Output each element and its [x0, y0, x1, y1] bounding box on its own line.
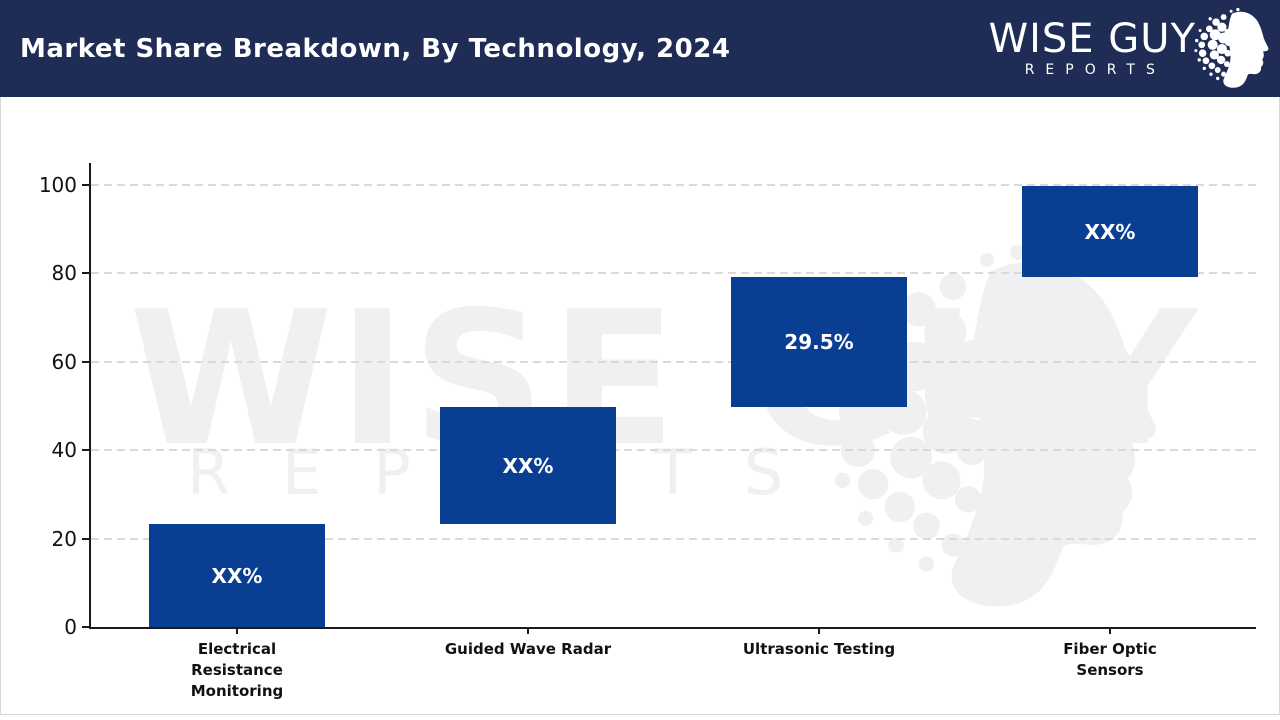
header: Market Share Breakdown, By Technology, 2… [0, 0, 1280, 97]
chart-area: WISE GUY REPORTS 020406080100XX%Electric… [0, 97, 1280, 715]
x-category-label: Electrical Resistance Monitoring [190, 640, 284, 700]
logo-wordmark: WISE GUY [988, 16, 1196, 62]
y-tick-label: 80 [51, 261, 77, 286]
logo: WISE GUY REPORTS [989, 4, 1274, 94]
bar-value-label: XX% [502, 453, 554, 478]
y-tick-label: 60 [51, 349, 77, 374]
bar-value-label: XX% [211, 563, 263, 588]
x-tick [527, 629, 529, 634]
gridline [91, 272, 1256, 275]
y-tick [82, 537, 89, 540]
y-tick-label: 0 [64, 615, 77, 639]
x-tick [818, 629, 820, 634]
y-tick [82, 272, 89, 275]
y-tick [82, 184, 89, 187]
logo-subtext: REPORTS [1024, 62, 1166, 78]
y-tick-label: 20 [51, 526, 77, 551]
gridline [91, 537, 1256, 540]
bar-value-label: 29.5% [784, 330, 854, 354]
y-tick [82, 626, 89, 628]
gridline [91, 449, 1256, 452]
bar: 29.5% [731, 277, 907, 407]
gridline [91, 184, 1256, 187]
bar: XX% [149, 524, 325, 627]
plot-area: 0 20 40 60 80 100 XX% Electrical Resistance Mon… [39, 163, 1256, 700]
logo-head-icon [1194, 7, 1269, 88]
bar: XX% [440, 407, 616, 524]
x-category-label: Ultrasonic Testing [742, 640, 896, 658]
y-tick-label: 100 [38, 173, 77, 198]
bar: XX% [1022, 186, 1198, 277]
gridline [91, 360, 1256, 363]
x-category-label: Fiber Optic Sensors [1063, 640, 1157, 679]
bar-value-label: XX% [1084, 219, 1136, 244]
x-tick [1109, 629, 1111, 634]
x-category-label: Guided Wave Radar [444, 640, 612, 658]
y-tick [82, 360, 89, 363]
x-tick [236, 629, 238, 634]
y-tick [82, 449, 89, 452]
page-title: Market Share Breakdown, By Technology, 2… [20, 33, 731, 64]
logo-text: WISE GUY REPORTS [989, 19, 1196, 78]
y-tick-label: 40 [51, 438, 77, 463]
